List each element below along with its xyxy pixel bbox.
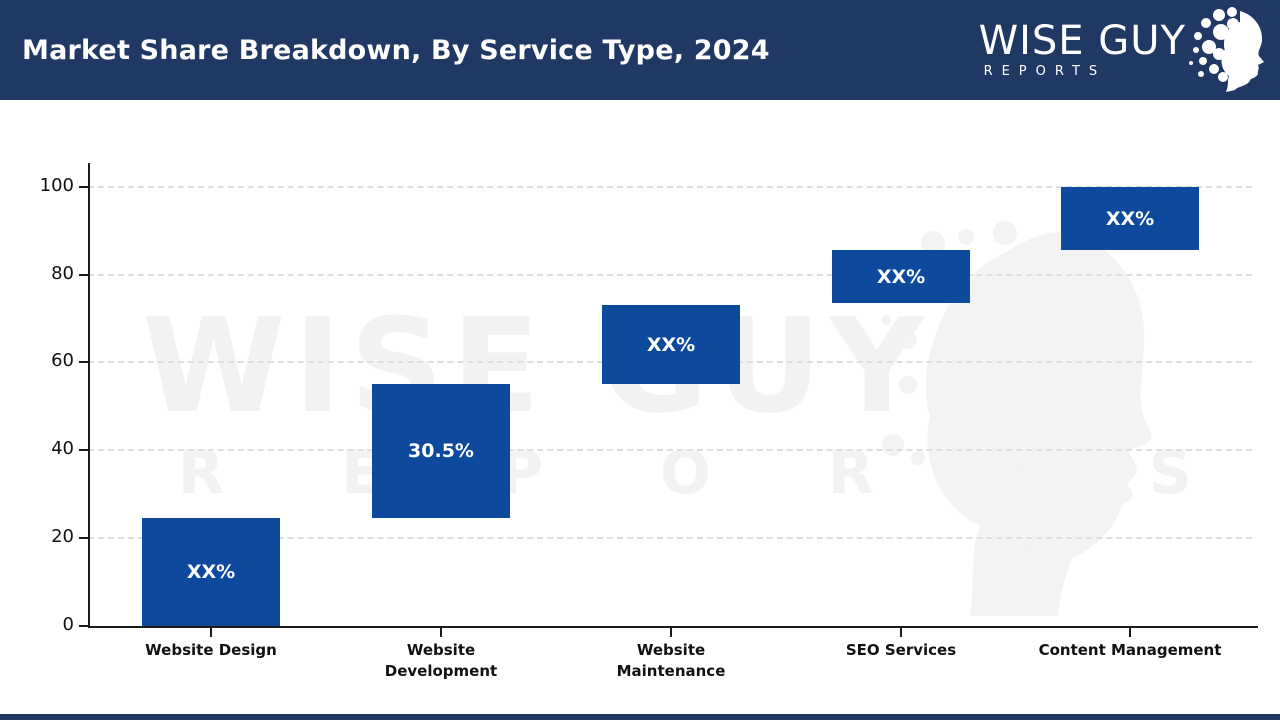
plot-area: WISE GUY R E P O R T S 0 20 40 60 80 100 XX% We… — [0, 100, 1280, 714]
header: Market Share Breakdown, By Service Type,… — [0, 0, 1280, 100]
chart-title: Market Share Breakdown, By Service Type,… — [22, 34, 770, 66]
x-axis-tick-0 — [210, 628, 212, 637]
gridline-100 — [88, 185, 1252, 188]
x-category-label-2: Website Maintenance — [576, 640, 766, 682]
x-axis-tick-3 — [900, 628, 902, 637]
y-axis-line — [88, 163, 90, 628]
y-axis-tick-40 — [79, 449, 88, 452]
x-axis-tick-2 — [670, 628, 672, 637]
y-axis-tick-label-40: 40 — [51, 438, 74, 460]
y-axis-tick-20 — [79, 537, 88, 540]
bar-value-label: XX% — [186, 561, 236, 584]
gridline-40 — [88, 449, 1252, 452]
x-category-label-line: Website Design — [145, 641, 277, 659]
x-category-label-1: Website Development — [346, 640, 536, 682]
bar-value-label: XX% — [646, 333, 696, 356]
x-axis-tick-4 — [1129, 628, 1131, 637]
x-category-label-line: Development — [384, 662, 498, 680]
logo-text: WISE GUY REPORTS — [979, 19, 1186, 79]
bar-value-label: XX% — [876, 265, 926, 288]
logo-wordmark: WISE GUY — [978, 18, 1186, 64]
x-axis-line — [88, 626, 1258, 628]
bar-website-maintenance: XX% — [602, 305, 740, 385]
y-axis-tick-label-100: 100 — [39, 174, 74, 196]
x-axis-tick-1 — [440, 628, 442, 637]
x-category-label-line: Website — [406, 641, 476, 659]
y-axis-tick-100 — [79, 185, 88, 188]
y-axis-tick-label-60: 60 — [51, 350, 74, 372]
bar-value-label: 30.5% — [408, 440, 474, 463]
bar-website-development: 30.5% — [372, 384, 510, 519]
bar-value-label: XX% — [1105, 207, 1155, 230]
y-axis-tick-label-0: 0 — [62, 614, 74, 635]
gridline-80 — [88, 273, 1252, 276]
y-axis-tick-label-80: 80 — [51, 262, 74, 284]
logo-head-icon — [1189, 7, 1264, 92]
watermark-wordmark: WISE GUY — [142, 290, 932, 442]
bar-website-design: XX% — [142, 518, 280, 626]
footer-bar — [0, 714, 1280, 720]
logo-reports-label: REPORTS — [983, 64, 1107, 79]
gridline-20 — [88, 537, 1252, 540]
y-axis-tick-80 — [79, 273, 88, 276]
y-axis-tick-60 — [79, 361, 88, 364]
y-axis-tick-label-20: 20 — [51, 526, 74, 548]
x-category-label-line: Website — [636, 641, 706, 659]
bar-seo-services: XX% — [832, 250, 970, 304]
x-category-label-line: SEO Services — [845, 641, 957, 659]
logo: WISE GUY REPORTS — [979, 6, 1270, 92]
x-category-label-line: Maintenance — [616, 662, 726, 680]
x-category-label-0: Website Design — [116, 640, 306, 661]
x-category-label-line: Content Management — [1038, 641, 1222, 659]
x-category-label-3: SEO Services — [806, 640, 996, 661]
y-axis-tick-0 — [79, 625, 88, 627]
x-category-label-4: Content Management — [1035, 640, 1225, 661]
bar-content-management: XX% — [1061, 186, 1199, 251]
